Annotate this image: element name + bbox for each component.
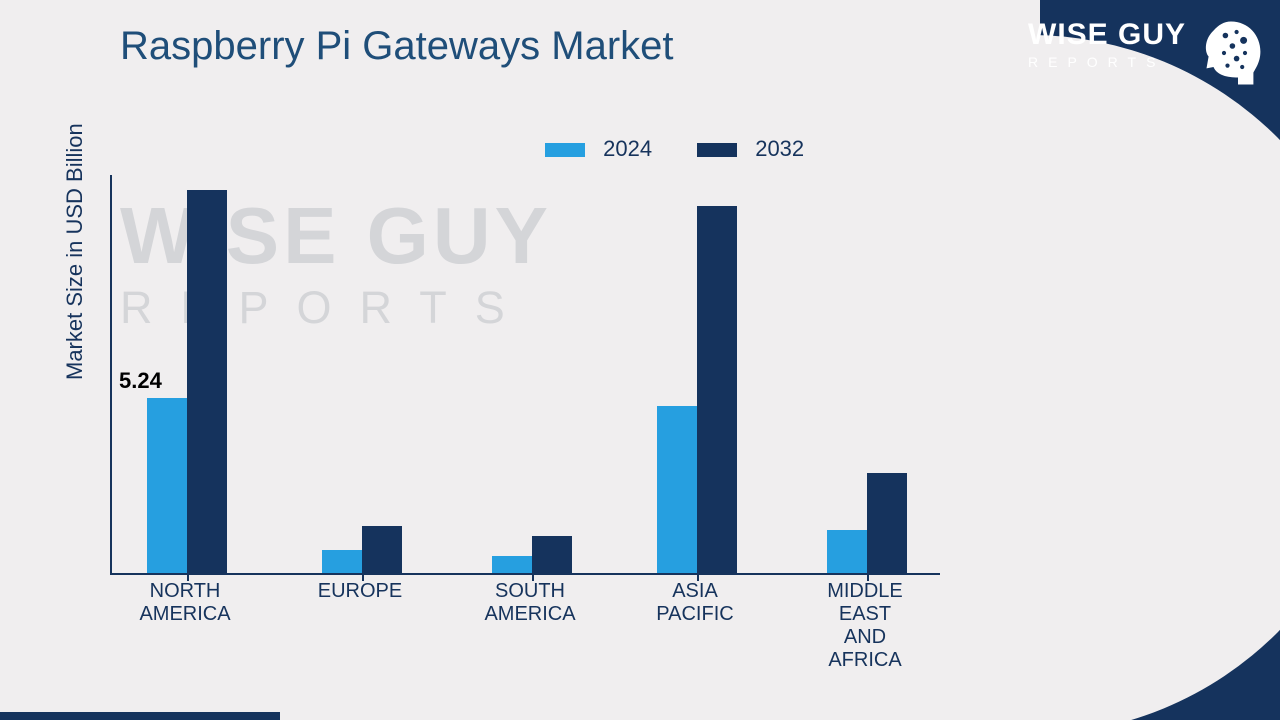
chart-title: Raspberry Pi Gateways Market [120,24,674,69]
x-axis-label: EUROPE [285,580,435,603]
bar-2024 [492,556,532,573]
bar-2024 [147,398,187,573]
x-axis-label: ASIAPACIFIC [620,580,770,626]
bar-2024 [827,530,867,573]
legend-label-2032: 2032 [755,136,804,161]
legend-label-2024: 2024 [603,136,652,161]
legend: 2024 2032 [545,136,804,162]
logo: WISE GUY REPORTS [1028,18,1248,70]
bar-2032 [362,526,402,573]
bar-group [792,473,942,573]
legend-swatch-2032 [697,143,737,157]
x-axis-label: MIDDLEEASTANDAFRICA [790,580,940,672]
logo-head-icon [1196,18,1266,88]
legend-swatch-2024 [545,143,585,157]
bar-value-label: 5.24 [119,368,162,394]
bar-2032 [532,536,572,573]
bar-group [287,526,437,573]
bar-2032 [187,190,227,573]
bottom-accent [0,712,280,720]
y-axis-label: Market Size in USD Billion [62,123,88,380]
x-axis-label: SOUTHAMERICA [455,580,605,626]
legend-item-2024: 2024 [545,136,652,162]
bar-2024 [657,406,697,573]
plot-area: 5.24 [110,175,940,575]
bar-2032 [697,206,737,573]
bar-2024 [322,550,362,573]
bar-2032 [867,473,907,573]
bar-group [622,206,772,573]
legend-item-2032: 2032 [697,136,804,162]
x-axis-label: NORTHAMERICA [110,580,260,626]
bar-group [457,536,607,573]
